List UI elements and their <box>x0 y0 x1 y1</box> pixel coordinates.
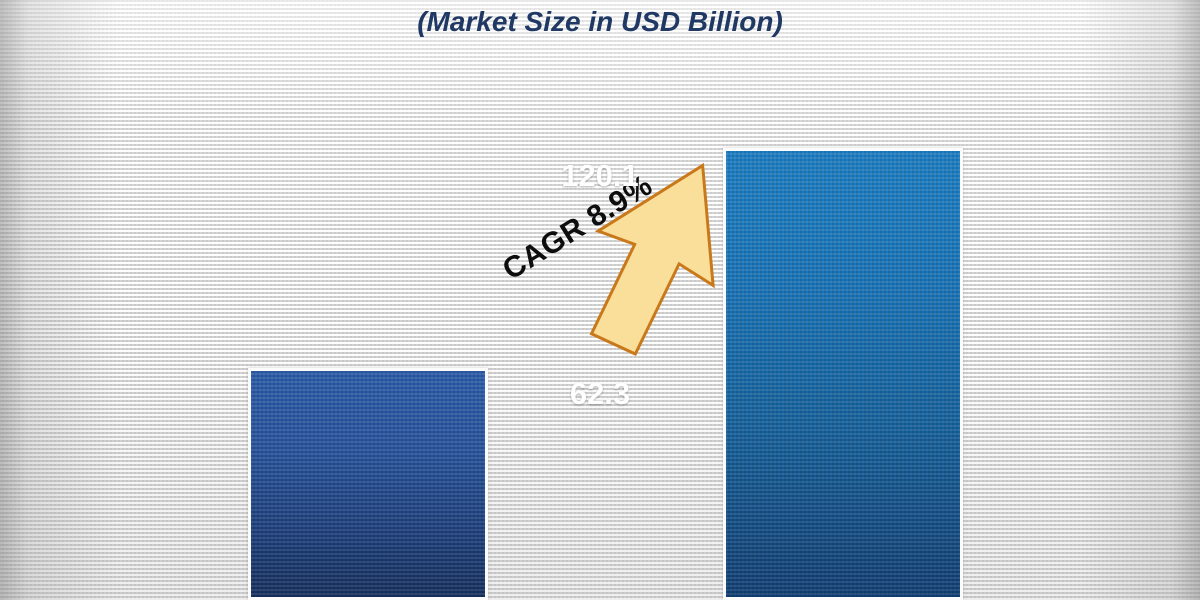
bar-start-texture <box>251 371 485 597</box>
bar-end-value-label: 120.1 <box>561 158 639 193</box>
cagr-arrow-icon: CAGR 8.9% <box>466 138 736 363</box>
bar-end-texture <box>726 151 960 597</box>
chart-subtitle: (Market Size in USD Billion) <box>417 6 783 37</box>
cagr-arrow-shape <box>589 162 715 356</box>
bar-start <box>248 368 488 600</box>
bar-end <box>723 148 963 600</box>
chart-title: GLOBAL MARKET <box>0 0 1200 6</box>
bar-start-value-label: 62.3 <box>569 376 631 411</box>
